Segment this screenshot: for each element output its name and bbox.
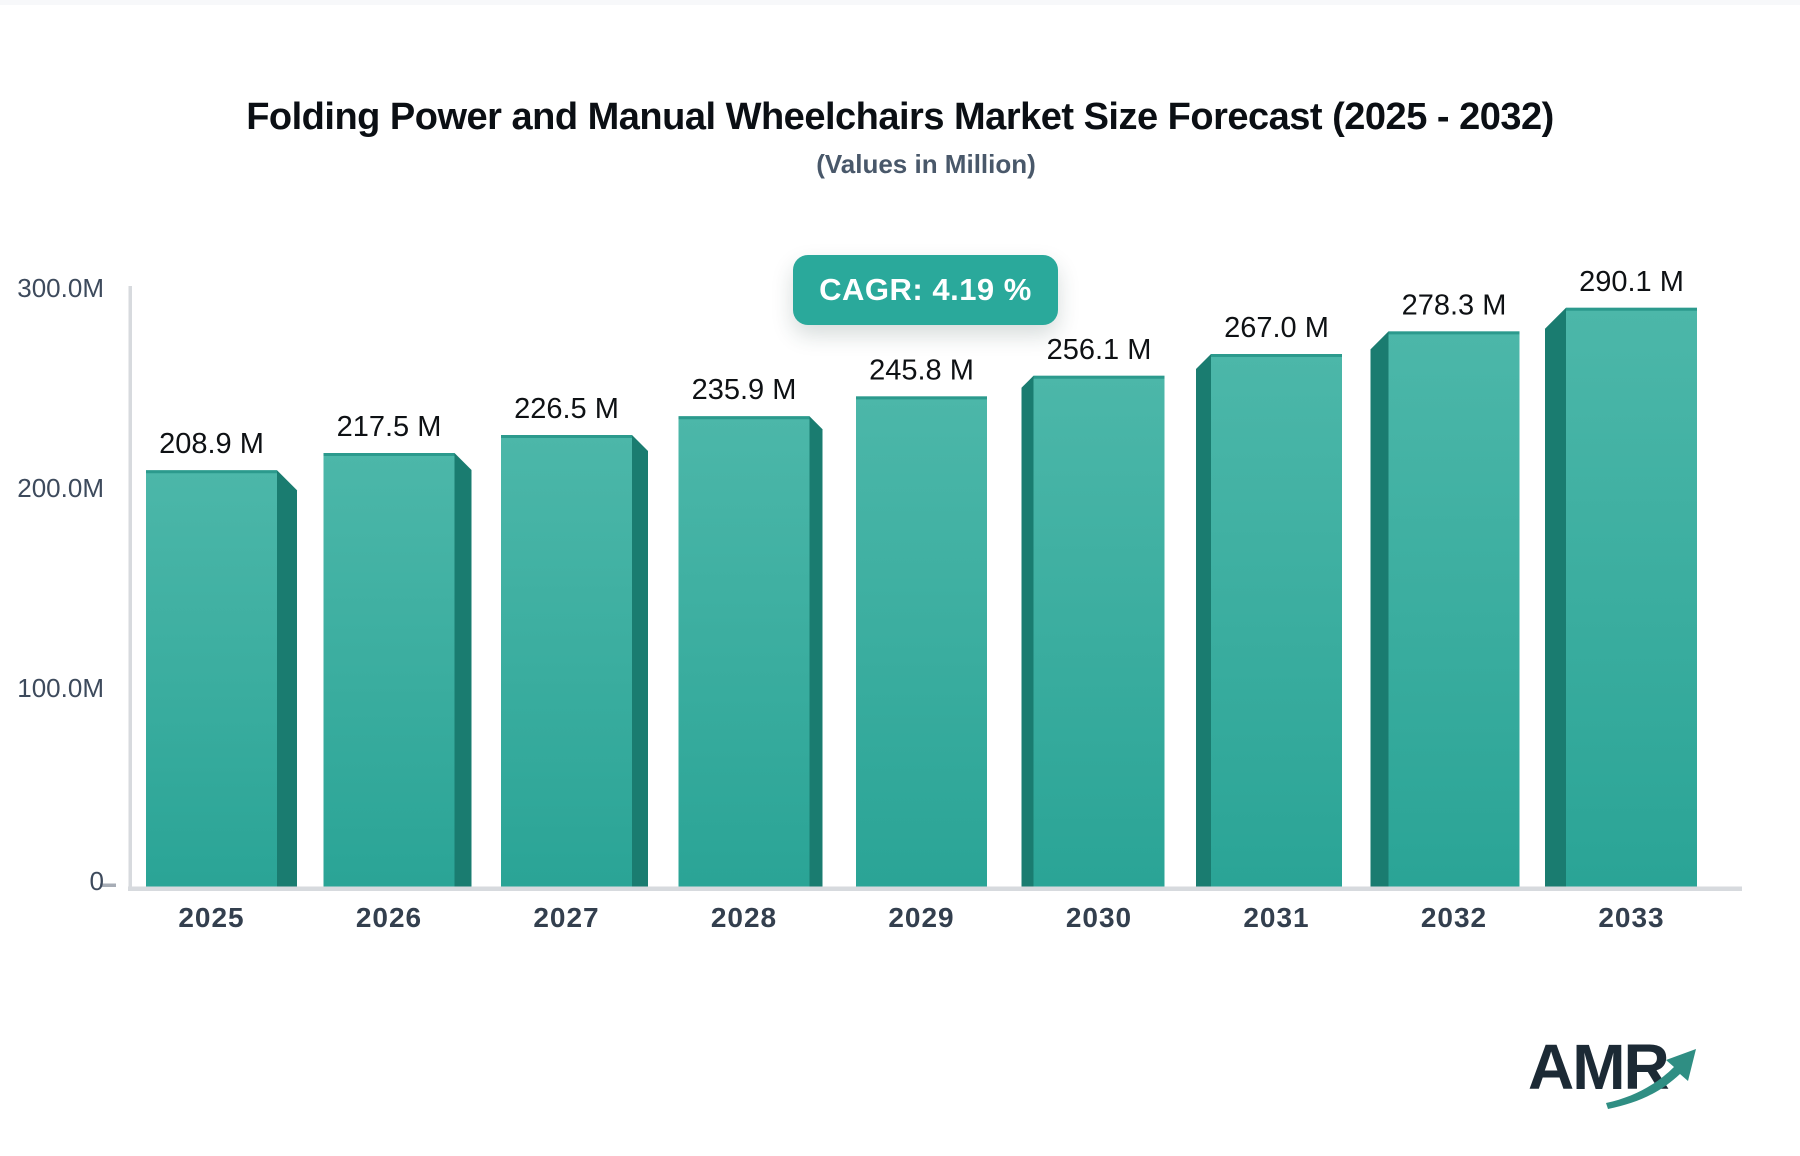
bar-group-2029 — [856, 396, 987, 888]
x-tick-label: 2026 — [356, 902, 422, 933]
y-axis-line — [128, 286, 132, 890]
x-tick-label: 2029 — [888, 902, 954, 933]
y-tick-label: 100.0M — [17, 673, 104, 703]
x-tick-label: 2025 — [178, 902, 244, 933]
chart-title: Folding Power and Manual Wheelchairs Mar… — [246, 96, 1554, 138]
chart-subtitle: (Values in Million) — [816, 149, 1036, 179]
labels-layer: 208.9 M 2025 217.5 M 2026 226.5 M 2027 235.9 M… — [17, 266, 1684, 933]
bar-value-label: 245.8 M — [869, 354, 974, 386]
y-tick-label: 300.0M — [17, 273, 104, 303]
bar-face — [146, 470, 277, 888]
bar-value-label: 235.9 M — [692, 374, 797, 406]
bar-group-2026 — [323, 453, 472, 888]
bar-group-2033 — [1545, 307, 1697, 888]
bar-value-label: 217.5 M — [337, 411, 442, 443]
bar-face — [1033, 375, 1165, 888]
bar-side-panel — [1196, 354, 1211, 888]
bar-side-panel — [1370, 331, 1389, 888]
y-tick-label: 0 — [90, 866, 104, 896]
bar-side-panel — [454, 453, 472, 888]
bar-face — [1388, 331, 1520, 888]
bar-value-label: 256.1 M — [1047, 334, 1152, 366]
x-tick-label: 2028 — [711, 902, 777, 933]
bar-value-label: 208.9 M — [159, 428, 264, 460]
bar-side-panel — [277, 470, 297, 888]
y-tick-label: 200.0M — [17, 473, 104, 503]
bar-side-panel — [809, 416, 823, 888]
cagr-badge-label: CAGR: 4.19 % — [819, 272, 1032, 307]
bar-side-panel — [632, 435, 648, 888]
bar-group-2031 — [1196, 354, 1342, 888]
bar-value-label: 290.1 M — [1579, 266, 1684, 298]
x-tick-label: 2031 — [1243, 902, 1309, 933]
bar-value-label: 226.5 M — [514, 393, 619, 425]
bar-value-label: 278.3 M — [1402, 289, 1507, 321]
bar-face — [501, 435, 632, 888]
bar-face — [1211, 354, 1342, 888]
x-tick-label: 2027 — [533, 902, 599, 933]
page-top-strip — [0, 0, 1800, 5]
bar-group-2032 — [1370, 331, 1520, 888]
axis-layer — [100, 286, 1742, 891]
bar-group-2027 — [501, 435, 648, 888]
amr-logo-arrow-icon — [1606, 1049, 1696, 1109]
bar-face — [323, 453, 455, 888]
bar-side-panel — [1021, 375, 1034, 888]
bar-side-panel — [1545, 307, 1566, 888]
bar-face — [856, 396, 987, 888]
bar-group-2028 — [678, 416, 823, 888]
bar-value-label: 267.0 M — [1224, 312, 1329, 344]
x-axis-line — [128, 886, 1742, 891]
bar-face — [678, 416, 810, 888]
x-tick-label: 2033 — [1598, 902, 1664, 933]
x-tick-label: 2032 — [1421, 902, 1487, 933]
x-tick-label: 2030 — [1066, 902, 1132, 933]
amr-logo: AMR — [1528, 1035, 1718, 1125]
cagr-badge: CAGR: 4.19 % — [793, 255, 1058, 325]
bars-layer — [146, 307, 1697, 888]
bar-group-2030 — [1021, 375, 1165, 888]
y-tick-dash — [100, 883, 116, 887]
bar-face — [1566, 307, 1697, 888]
bar-group-2025 — [146, 470, 297, 888]
